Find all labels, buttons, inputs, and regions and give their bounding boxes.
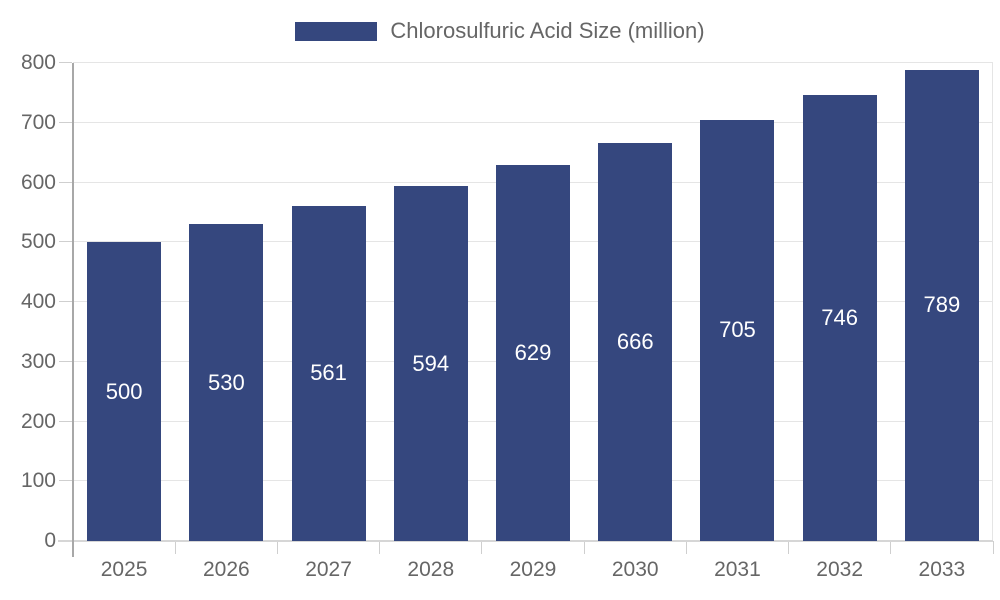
bar-2030[interactable]: 666 [598, 143, 673, 541]
x-axis-label: 2031 [714, 558, 761, 581]
x-axis-label: 2032 [816, 558, 864, 581]
gridline [73, 121, 993, 123]
bar-value-label: 500 [105, 378, 143, 404]
x-tick [276, 541, 278, 554]
y-tick [59, 420, 72, 422]
bar-value-label: 594 [412, 350, 450, 376]
y-tick [59, 480, 72, 482]
y-axis-label: 200 [20, 409, 56, 433]
legend-label: Chlorosulfuric Acid Size (million) [390, 18, 705, 43]
x-tick [992, 541, 994, 554]
x-axis-label: 2030 [611, 558, 659, 581]
x-tick [174, 541, 176, 554]
legend-swatch [295, 21, 378, 41]
y-axis-label: 500 [20, 230, 56, 254]
gridline [73, 62, 993, 63]
bar-value-label: 561 [310, 360, 347, 386]
y-tick [59, 241, 72, 243]
bar-2029[interactable]: 629 [496, 165, 570, 541]
y-axis-label: 400 [20, 290, 56, 313]
x-tick [685, 541, 687, 554]
x-tick [379, 541, 381, 554]
bar-2031[interactable]: 705 [700, 119, 775, 541]
bar-2032[interactable]: 746 [802, 95, 877, 541]
y-tick [59, 121, 72, 123]
x-tick [788, 541, 790, 554]
bar-value-label: 530 [207, 369, 245, 395]
x-axis-line [58, 540, 993, 542]
chart-legend[interactable]: Chlorosulfuric Acid Size (million) [0, 18, 1000, 44]
y-tick [59, 301, 72, 302]
bar-2033[interactable]: 789 [904, 69, 979, 541]
bar-2028[interactable]: 594 [393, 186, 468, 541]
bar-value-label: 746 [821, 305, 859, 331]
bar-2027[interactable]: 561 [291, 205, 366, 541]
y-axis-label: 0 [44, 529, 56, 552]
bar-2026[interactable]: 530 [189, 224, 264, 541]
x-axis-label: 2033 [918, 558, 966, 581]
y-axis-label: 100 [20, 469, 56, 493]
y-axis-line [71, 63, 74, 557]
y-tick [59, 62, 72, 63]
x-tick [583, 541, 585, 554]
x-axis-label: 2027 [305, 558, 352, 581]
bar-value-label: 789 [923, 292, 961, 318]
y-axis-label: 600 [20, 170, 56, 194]
x-axis-label: 2025 [100, 558, 148, 581]
bar-2025[interactable]: 500 [87, 242, 162, 541]
x-axis-label: 2028 [407, 558, 455, 581]
x-tick [481, 541, 483, 554]
x-tick [890, 541, 892, 554]
y-tick [59, 360, 72, 362]
bar-value-label: 629 [514, 340, 552, 366]
y-axis-label: 800 [20, 51, 56, 74]
y-axis-label: 700 [20, 110, 56, 134]
bar-value-label: 666 [616, 329, 654, 355]
plot-right-border [992, 63, 993, 541]
y-axis-label: 300 [20, 349, 56, 373]
x-axis-label: 2029 [509, 558, 557, 581]
x-axis-label: 2026 [202, 558, 250, 581]
bar-value-label: 705 [719, 317, 756, 343]
y-tick [59, 181, 72, 183]
